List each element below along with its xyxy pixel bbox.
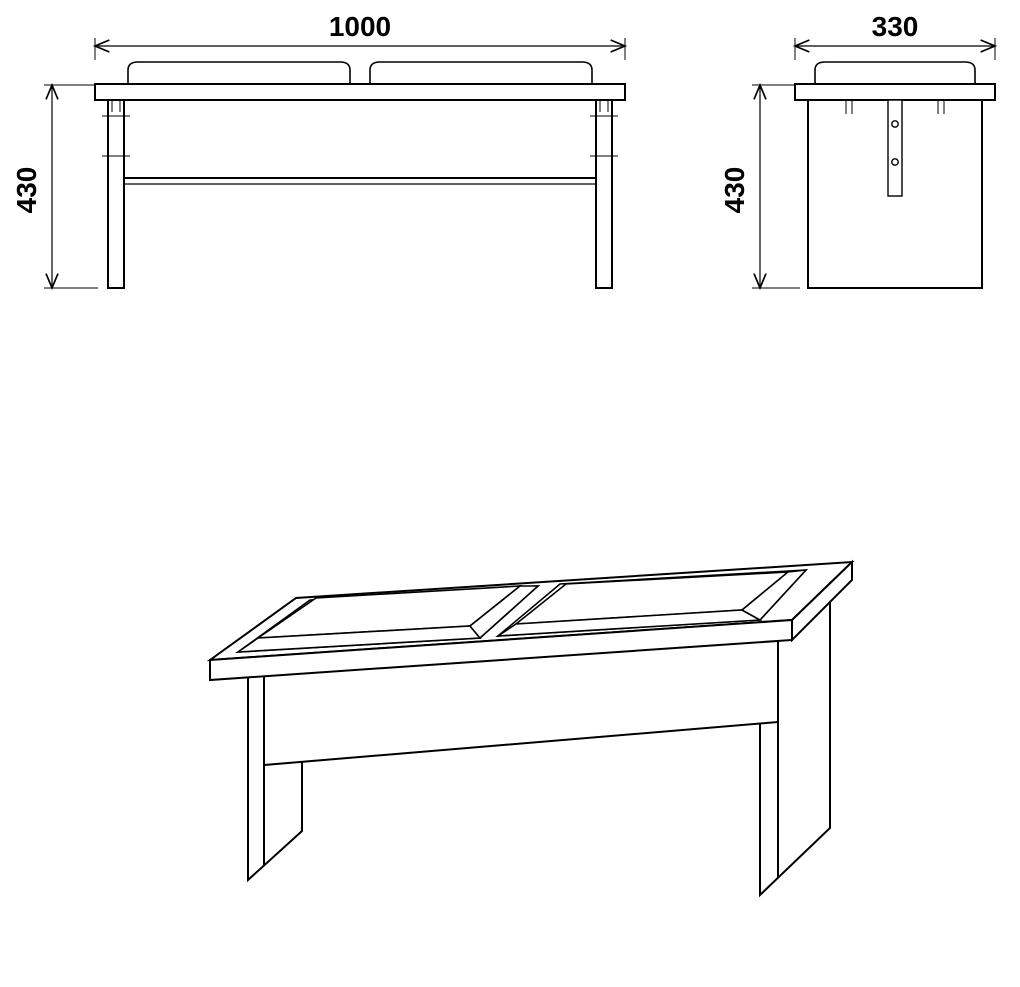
perspective-view — [210, 562, 852, 895]
front-top-board — [95, 84, 625, 100]
side-view: 330 430 — [719, 11, 995, 288]
dim-depth-330: 330 — [795, 11, 995, 60]
front-apron — [124, 100, 596, 178]
side-top-board — [795, 84, 995, 100]
dim-width-1000: 1000 — [95, 11, 625, 60]
dim-height-side-label: 430 — [719, 167, 750, 214]
dim-depth-label: 330 — [872, 11, 919, 42]
drawing-canvas: 1000 430 — [0, 0, 1020, 987]
dim-height-430-side: 430 — [719, 85, 800, 288]
front-leg-left — [108, 100, 124, 288]
front-leg-right — [596, 100, 612, 288]
dim-height-430-front: 430 — [11, 85, 98, 288]
side-cushion — [815, 62, 975, 84]
front-cushions — [128, 62, 592, 84]
side-center-stile — [888, 100, 902, 196]
front-view: 1000 430 — [11, 11, 625, 288]
dim-height-front-label: 430 — [11, 167, 42, 214]
dim-width-label: 1000 — [329, 11, 391, 42]
